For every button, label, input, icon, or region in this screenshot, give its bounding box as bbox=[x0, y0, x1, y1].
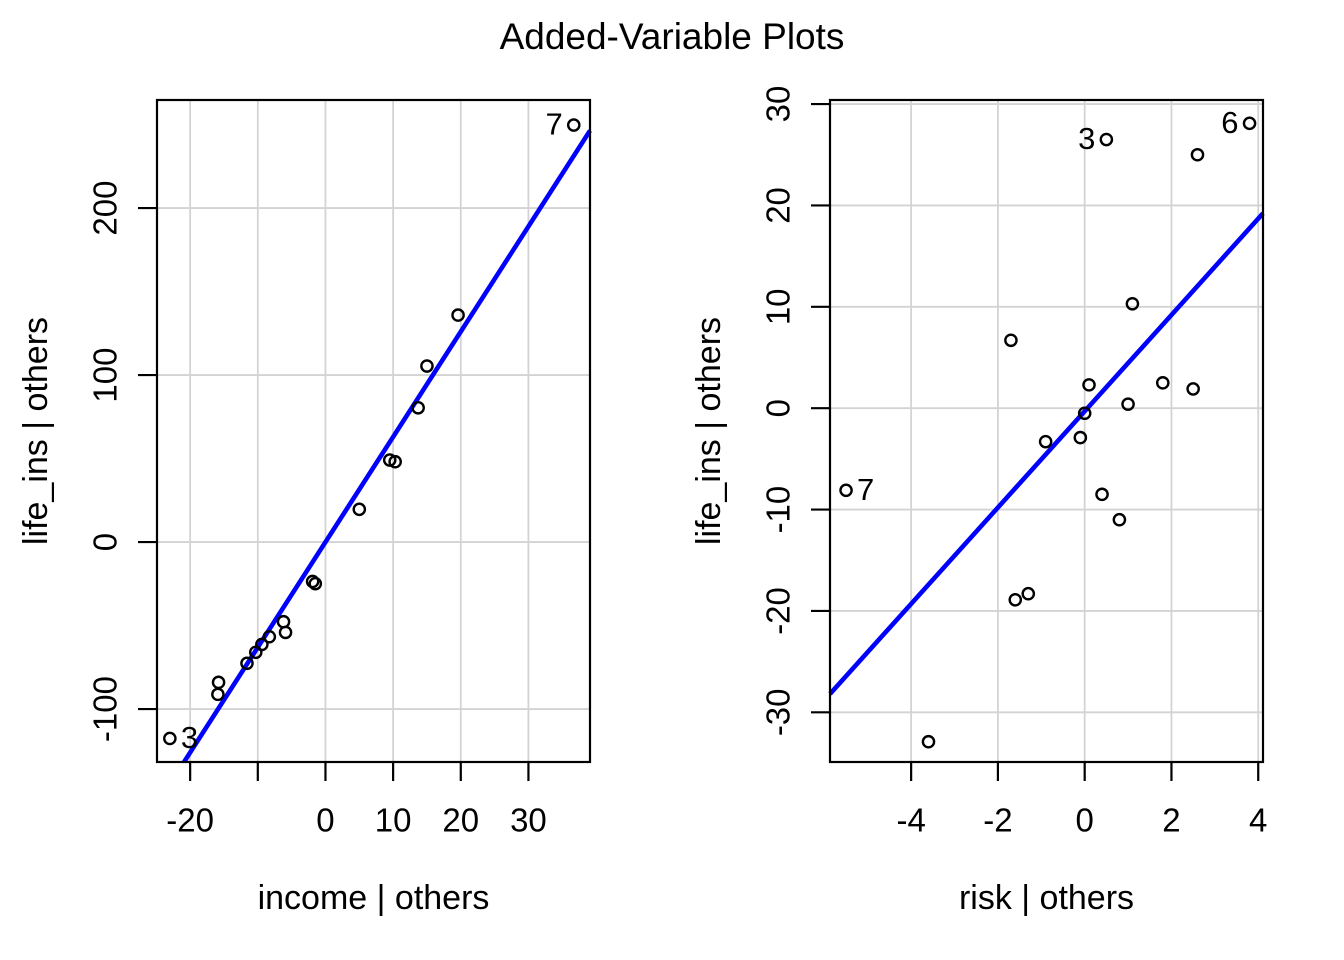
x-tick-label: 0 bbox=[1076, 802, 1094, 839]
x-axis-label: income | others bbox=[258, 879, 490, 917]
point-id-label: 3 bbox=[181, 720, 198, 755]
data-point bbox=[1190, 147, 1205, 162]
y-axis-label: life_ins | others bbox=[17, 317, 55, 545]
x-tick-label: 4 bbox=[1249, 802, 1267, 839]
point-id-label: 7 bbox=[857, 472, 874, 507]
y-tick-label: -100 bbox=[87, 676, 124, 742]
data-point bbox=[1186, 382, 1200, 396]
data-point bbox=[388, 454, 402, 469]
point-id-label: 6 bbox=[1221, 105, 1238, 140]
data-point bbox=[305, 574, 320, 589]
data-point bbox=[1008, 592, 1023, 607]
data-point bbox=[352, 502, 367, 517]
data-point bbox=[308, 576, 323, 591]
data-point bbox=[1077, 406, 1092, 421]
y-tick-label: 0 bbox=[760, 399, 797, 417]
regression-line bbox=[828, 211, 1265, 696]
x-tick-label: 30 bbox=[510, 802, 547, 839]
data-point bbox=[839, 483, 853, 498]
data-point bbox=[163, 731, 177, 746]
data-point bbox=[1038, 434, 1053, 449]
y-axis-label: life_ins | others bbox=[690, 317, 728, 545]
data-point bbox=[1242, 116, 1257, 131]
data-point bbox=[278, 625, 293, 640]
data-point bbox=[1095, 487, 1109, 502]
plot-box bbox=[155, 98, 592, 764]
data-point bbox=[1021, 586, 1036, 601]
data-point bbox=[248, 645, 263, 660]
data-point bbox=[1099, 132, 1114, 147]
data-point bbox=[451, 308, 465, 322]
y-tick-label: 200 bbox=[87, 181, 124, 236]
data-point bbox=[1155, 376, 1170, 390]
plot-box bbox=[828, 98, 1265, 764]
data-point bbox=[262, 629, 277, 644]
data-point bbox=[1125, 296, 1140, 311]
point-id-label: 3 bbox=[1078, 121, 1095, 156]
data-point bbox=[276, 614, 291, 629]
y-tick-label: 100 bbox=[87, 348, 124, 403]
x-tick-label: 0 bbox=[316, 802, 334, 839]
point-id-label: 7 bbox=[546, 107, 563, 142]
y-tick-label: -20 bbox=[760, 587, 797, 635]
data-point bbox=[1073, 430, 1088, 445]
x-tick-label: 20 bbox=[442, 802, 479, 839]
data-point bbox=[1112, 512, 1127, 527]
data-point bbox=[211, 675, 226, 690]
y-tick-label: 10 bbox=[760, 288, 797, 325]
data-point bbox=[240, 656, 254, 671]
data-point bbox=[211, 687, 225, 702]
data-point bbox=[1082, 378, 1096, 392]
x-axis-label: risk | others bbox=[959, 879, 1134, 917]
x-tick-label: 2 bbox=[1162, 802, 1180, 839]
data-point bbox=[566, 118, 581, 132]
x-tick-label: -20 bbox=[166, 802, 214, 839]
y-tick-label: -30 bbox=[760, 688, 797, 736]
y-tick-label: -10 bbox=[760, 486, 797, 534]
y-tick-label: 0 bbox=[87, 533, 124, 551]
y-tick-label: 20 bbox=[760, 187, 797, 224]
data-point bbox=[420, 359, 434, 373]
x-tick-label: -4 bbox=[896, 802, 925, 839]
income-av-plot: 7 3 -20 0 10 20 30 -100 0 100 200 income | others li… bbox=[17, 98, 592, 917]
data-point bbox=[921, 734, 936, 749]
data-point bbox=[1121, 397, 1135, 411]
data-point bbox=[1004, 333, 1018, 348]
y-tick-label: 30 bbox=[760, 86, 797, 123]
data-point bbox=[411, 400, 425, 415]
x-tick-label: 10 bbox=[375, 802, 412, 839]
chart-title: Added-Variable Plots bbox=[499, 16, 845, 57]
x-tick-label: -2 bbox=[983, 802, 1012, 839]
